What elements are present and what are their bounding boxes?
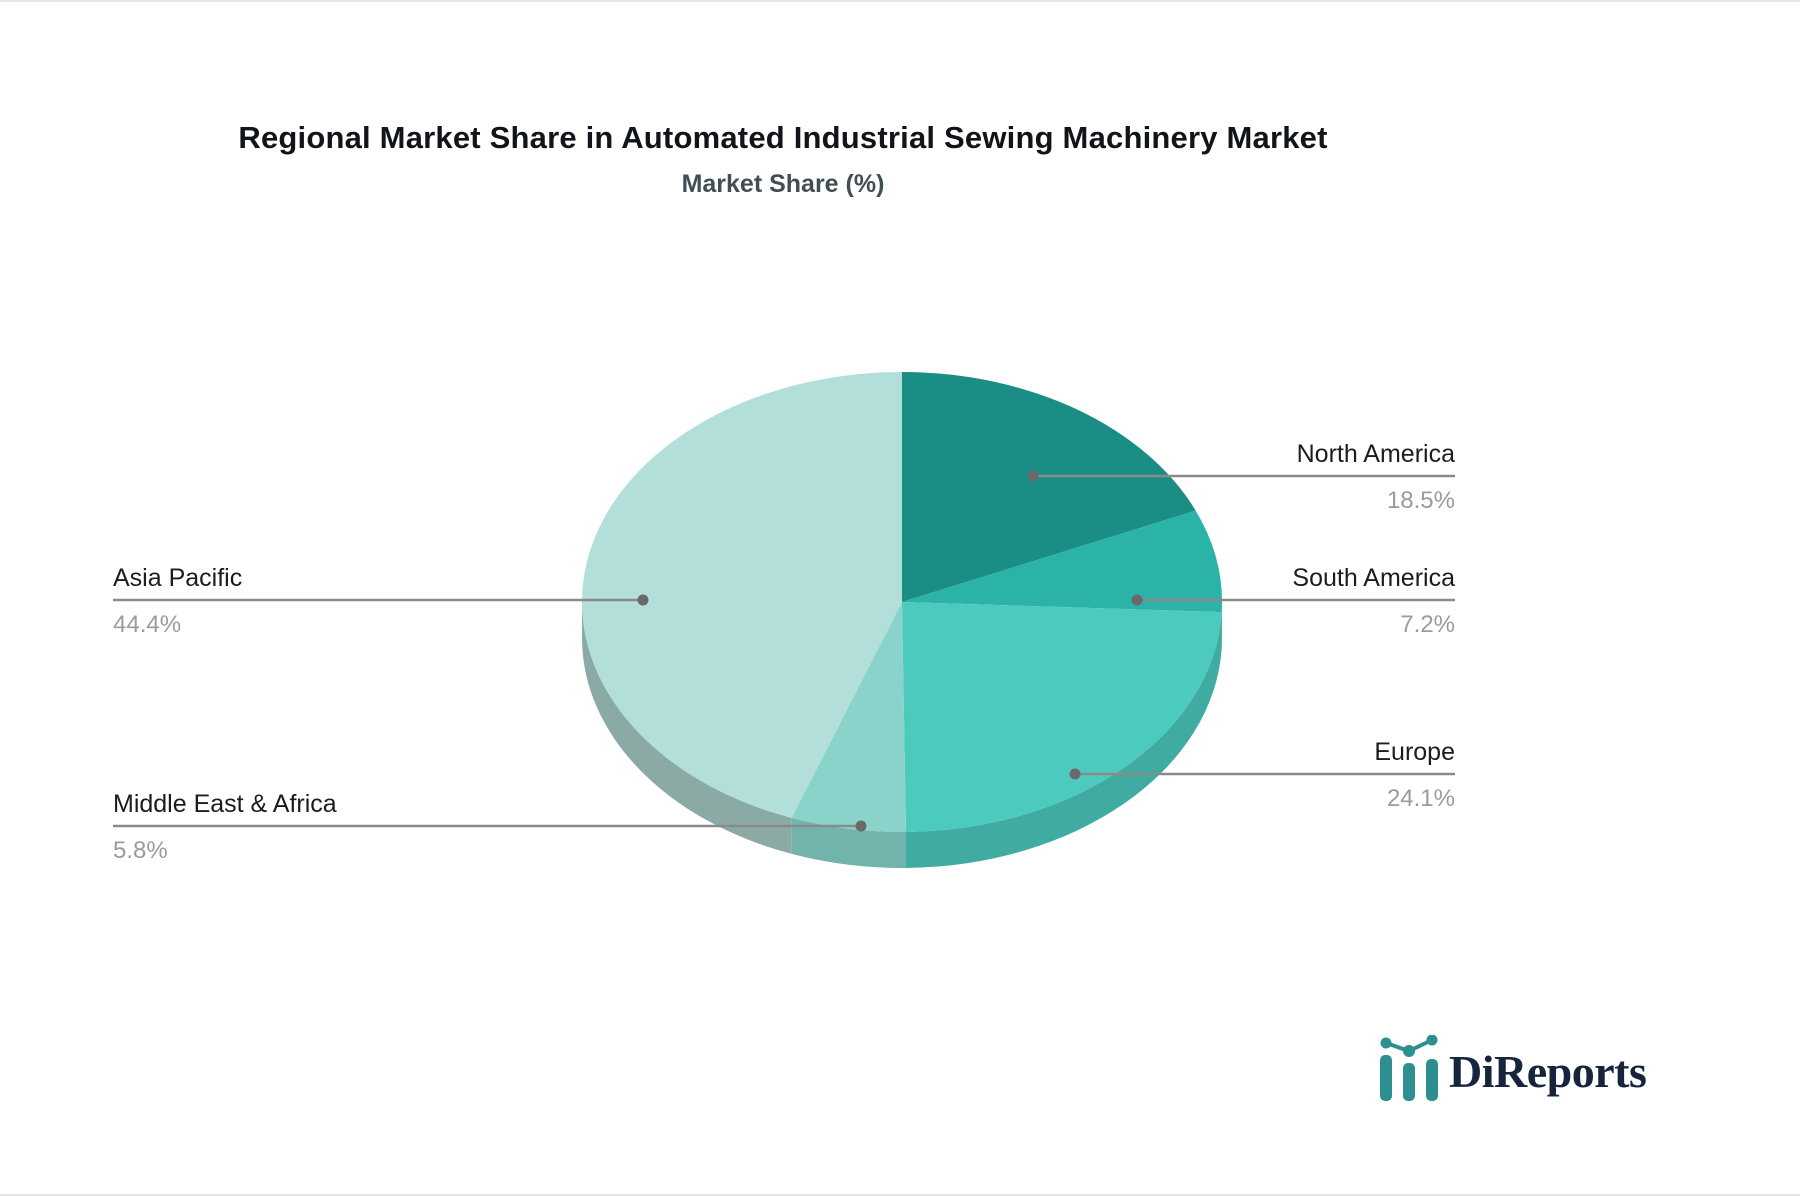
pie-slice (791, 602, 907, 832)
slice-label: Middle East & Africa (113, 790, 337, 818)
leader-dot (637, 594, 649, 606)
brand-name: DiReports (1449, 1045, 1647, 1097)
pie-slice (582, 371, 902, 818)
leader-dot (1027, 470, 1039, 482)
brand-logo: DiReports (1378, 1032, 1647, 1110)
bar-line-chart-icon (1380, 1035, 1438, 1101)
slice-label: Europe (1374, 738, 1455, 766)
slice-label: Asia Pacific (113, 564, 243, 592)
slice-value: 7.2% (1400, 611, 1455, 638)
slice-value: 24.1% (1386, 785, 1455, 812)
slice-value: 44.4% (113, 611, 182, 638)
leader-dot (1069, 768, 1081, 780)
chart-title: Regional Market Share in Automated Indus… (238, 120, 1328, 155)
pie-slice (902, 602, 1222, 832)
pie-slice (902, 372, 1196, 602)
leader-dot (1131, 594, 1143, 606)
leader-dot (855, 820, 867, 832)
slice-label: South America (1292, 564, 1455, 592)
slice-value: 5.8% (113, 837, 168, 864)
slice-value: 18.5% (1386, 487, 1455, 514)
slice-label: North America (1296, 440, 1455, 468)
pie-slice (902, 510, 1223, 613)
chart-subtitle: Market Share (%) (681, 170, 885, 198)
